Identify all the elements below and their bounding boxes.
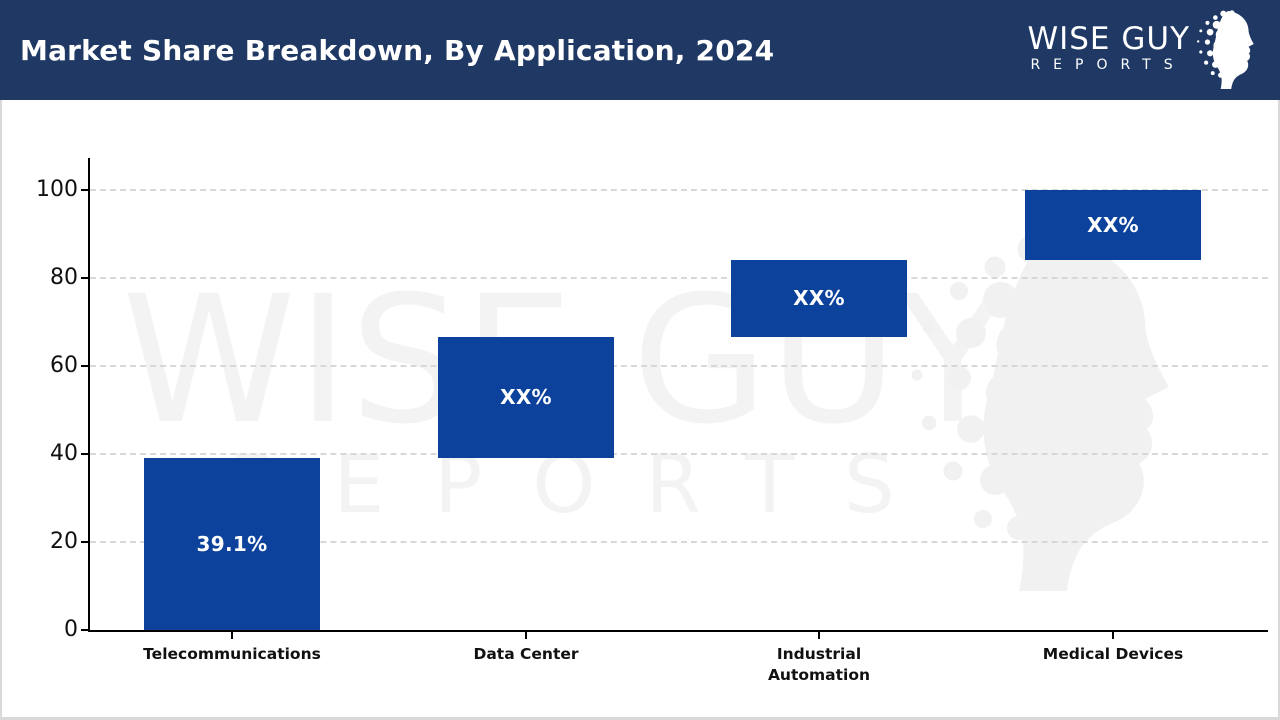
y-tick — [81, 541, 88, 543]
y-tick — [81, 453, 88, 455]
chart-title: Market Share Breakdown, By Application, … — [20, 33, 775, 67]
x-tick — [818, 632, 820, 639]
bar-value-label: XX% — [1087, 212, 1139, 237]
chart-area: WISE GUY REPORTS 0 20 40 60 80 100 39.1% XX% XX%… — [0, 100, 1280, 720]
wise-guy-logo: WISE GUY REPORTS — [1027, 0, 1270, 100]
y-tick-label: 20 — [50, 529, 78, 554]
y-tick-label: 0 — [64, 617, 78, 642]
plot: 0 20 40 60 80 100 39.1% XX% XX% XX% Telecommunicat… — [2, 100, 1278, 717]
x-axis-line — [88, 630, 1268, 632]
bar-value-label: 39.1% — [196, 531, 268, 556]
y-axis-line — [88, 158, 90, 632]
bar: XX% — [438, 336, 614, 458]
x-tick — [231, 632, 233, 639]
bar: XX% — [1025, 190, 1201, 260]
x-axis-label: Data Center — [473, 645, 579, 663]
y-tick-label: 60 — [50, 353, 78, 378]
gridline — [90, 365, 1268, 367]
gridline — [90, 189, 1268, 191]
bar: 39.1% — [144, 457, 320, 630]
logo-text: WISE GUY REPORTS — [1027, 23, 1190, 74]
y-tick — [81, 365, 88, 367]
dotted-head-profile-icon — [1196, 10, 1254, 90]
y-tick-label: 100 — [36, 177, 78, 202]
x-axis-label: Industrial Automation — [767, 645, 871, 684]
gridline — [90, 541, 1268, 543]
bar-value-label: XX% — [500, 385, 552, 410]
y-tick — [81, 629, 88, 631]
y-tick-label: 40 — [50, 441, 78, 466]
x-axis-label: Medical Devices — [1042, 645, 1184, 663]
logo-wordmark: WISE GUY — [1027, 20, 1190, 57]
gridline — [90, 453, 1268, 455]
gridline — [90, 277, 1268, 279]
x-tick — [1112, 632, 1114, 639]
x-axis-label: Telecommunications — [143, 645, 321, 663]
logo-subtitle: REPORTS — [1030, 57, 1186, 74]
bar: XX% — [731, 259, 907, 337]
y-tick — [81, 189, 88, 191]
y-tick-label: 80 — [50, 265, 78, 290]
bar-value-label: XX% — [793, 286, 845, 311]
x-tick — [525, 632, 527, 639]
header: Market Share Breakdown, By Application, … — [0, 0, 1280, 100]
y-tick — [81, 277, 88, 279]
